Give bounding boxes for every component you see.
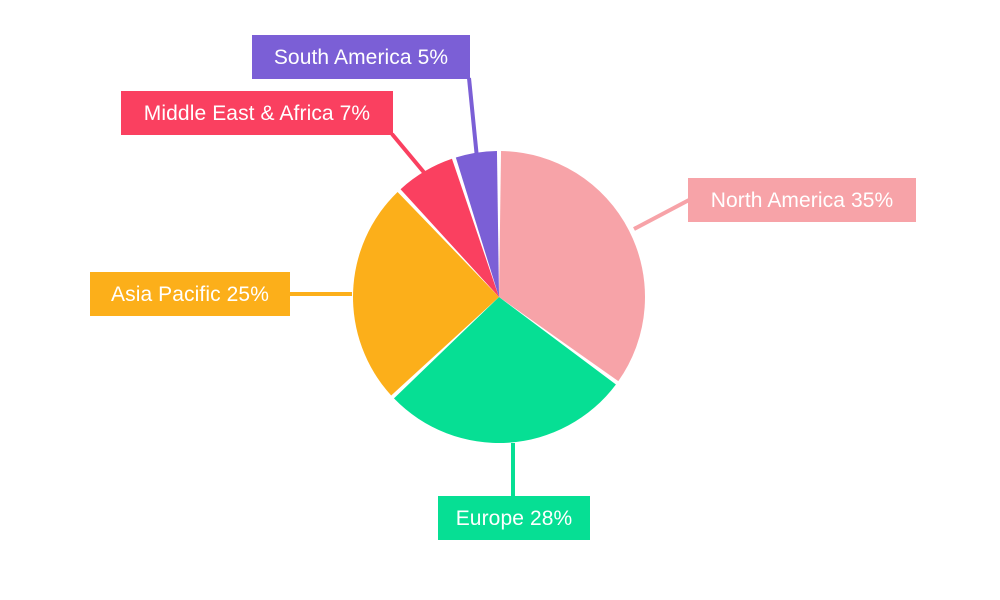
pie-slice-south-america[interactable]: [455, 151, 499, 297]
slice-label-asia-pacific: Asia Pacific 25%: [90, 272, 290, 316]
leader-line-north-america: [633, 198, 690, 231]
pie-slice-europe[interactable]: [393, 297, 616, 444]
pie-wedges: [353, 151, 646, 444]
slice-label-middle-east-africa: Middle East & Africa 7%: [121, 91, 393, 135]
slice-label-north-america: North America 35%: [688, 178, 916, 222]
pie-slice-middle-east-africa[interactable]: [400, 158, 499, 297]
slice-label-europe: Europe 28%: [438, 496, 590, 540]
pie-slice-asia-pacific[interactable]: [353, 191, 499, 396]
pie-slice-north-america[interactable]: [499, 151, 646, 382]
leader-line-south-america: [467, 77, 479, 159]
slice-label-south-america: South America 5%: [252, 35, 470, 79]
